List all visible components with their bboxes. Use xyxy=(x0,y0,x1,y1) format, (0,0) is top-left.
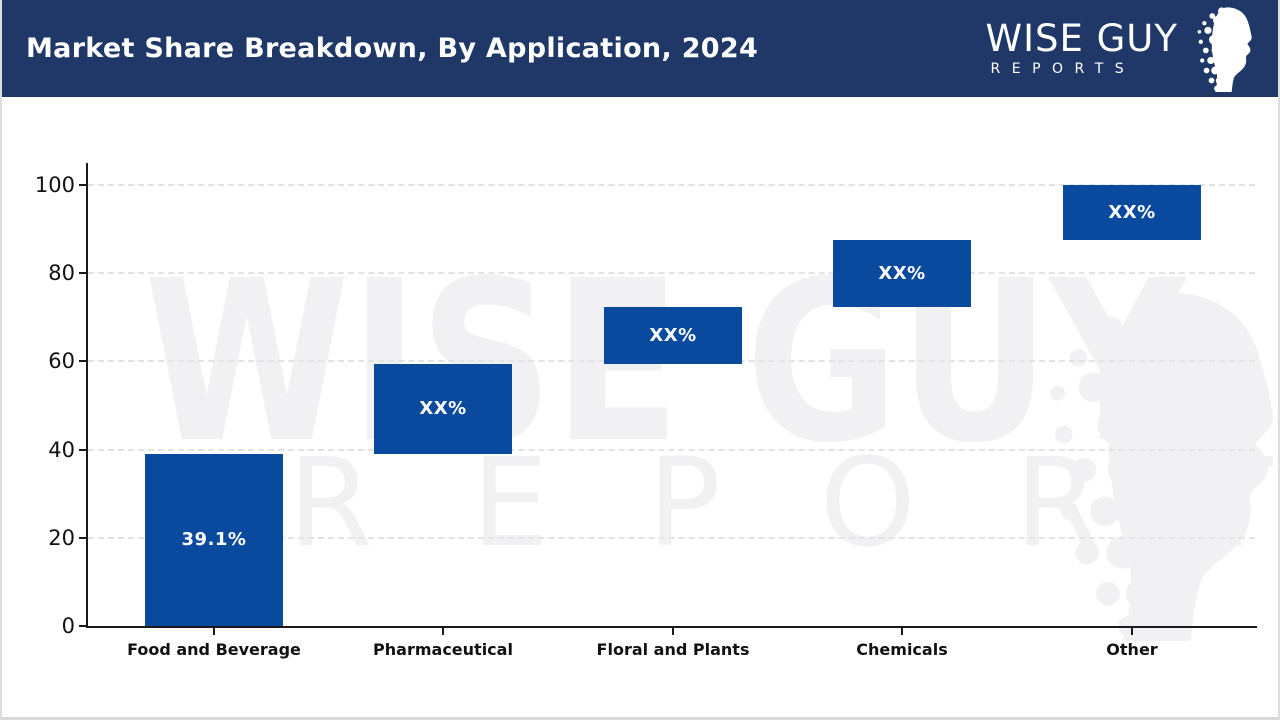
bar-value-label: XX% xyxy=(649,324,697,346)
x-tick-food-and-beverage xyxy=(213,628,215,635)
header-bar: Market Share Breakdown, By Application, … xyxy=(2,0,1278,97)
y-tick-60 xyxy=(79,360,88,363)
wiseguy-logo-text: WISE GUY REPORTS xyxy=(986,20,1178,77)
y-tick-label-100: 100 xyxy=(34,173,75,197)
y-tick-0 xyxy=(79,625,88,627)
wiseguy-logo: WISE GUY REPORTS xyxy=(986,6,1254,92)
logo-subtitle: REPORTS xyxy=(990,61,1136,77)
x-tick-chemicals xyxy=(901,628,903,635)
y-tick-20 xyxy=(79,536,88,539)
watermark-layer: WISE GUY R E P O R T S xyxy=(2,97,1278,717)
y-tick-100 xyxy=(79,184,88,186)
y-tick-label-20: 20 xyxy=(48,525,75,550)
x-tick-label-chemicals: Chemicals xyxy=(856,640,948,659)
y-axis-line xyxy=(86,163,88,628)
bar-other: XX% xyxy=(1063,185,1201,241)
y-tick-label-60: 60 xyxy=(48,349,75,374)
x-tick-pharmaceutical xyxy=(442,628,444,635)
bar-value-label: 39.1% xyxy=(181,529,247,551)
x-tick-label-other: Other xyxy=(1106,640,1158,659)
x-tick-label-floral-and-plants: Floral and Plants xyxy=(596,640,750,659)
y-tick-40 xyxy=(79,448,88,451)
x-axis-line xyxy=(86,626,1257,628)
y-tick-label-40: 40 xyxy=(48,437,75,462)
bar-value-label: XX% xyxy=(878,263,926,285)
bar-pharmaceutical: XX% xyxy=(374,363,512,454)
y-tick-label-80: 80 xyxy=(48,261,75,286)
bar-food-and-beverage: 39.1% xyxy=(145,453,283,626)
y-tick-label-0: 0 xyxy=(61,614,75,638)
logo-wordmark: WISE GUY xyxy=(985,17,1178,60)
bar-value-label: XX% xyxy=(419,398,467,420)
bar-chemicals: XX% xyxy=(833,240,971,308)
x-tick-other xyxy=(1131,628,1133,635)
gridline-40 xyxy=(88,448,1255,451)
x-tick-floral-and-plants xyxy=(672,628,674,635)
gridline-20 xyxy=(88,536,1255,539)
bar-value-label: XX% xyxy=(1108,202,1156,224)
dotted-face-profile-icon xyxy=(1182,6,1254,92)
x-tick-label-pharmaceutical: Pharmaceutical xyxy=(373,640,513,659)
x-tick-label-food-and-beverage: Food and Beverage xyxy=(127,640,301,659)
gridline-100 xyxy=(88,184,1255,186)
bar-floral-and-plants: XX% xyxy=(604,307,742,364)
gridline-80 xyxy=(88,272,1255,275)
y-tick-80 xyxy=(79,272,88,275)
page-title: Market Share Breakdown, By Application, … xyxy=(26,33,759,64)
